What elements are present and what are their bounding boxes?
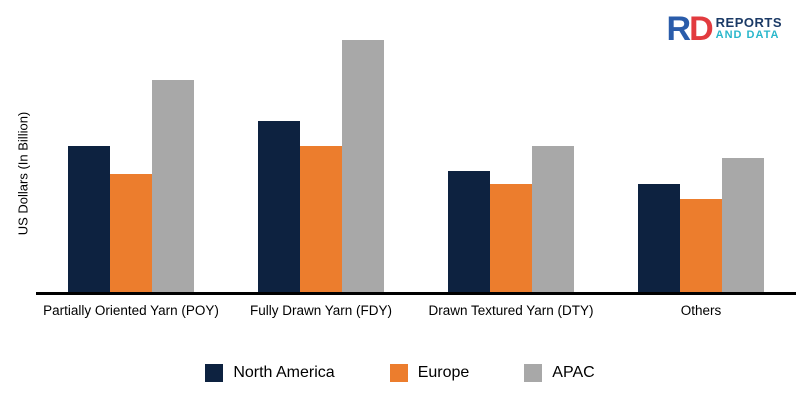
logo-text: REPORTS AND DATA: [716, 16, 782, 41]
bar-europe: [300, 146, 342, 292]
bar-apac: [532, 146, 574, 292]
y-axis-label: US Dollars (In Billion): [15, 111, 31, 235]
bar-north-america: [638, 184, 680, 292]
plot-area: [36, 28, 796, 295]
logo-letter-r: R: [666, 10, 692, 48]
logo-text-reports: REPORTS: [715, 15, 782, 31]
logo-rd-icon: RD: [666, 10, 714, 48]
bar-apac: [342, 40, 384, 292]
legend-label: North America: [233, 364, 335, 381]
plot-wrap: Partially Oriented Yarn (POY) Fully Drawn…: [36, 28, 796, 318]
bar-europe: [490, 184, 532, 292]
x-axis-category-label: Others: [680, 303, 722, 318]
legend-label: APAC: [552, 364, 595, 381]
legend-swatch-icon: [389, 364, 408, 382]
bar-apac: [152, 80, 194, 292]
reports-and-data-logo: RD REPORTS AND DATA: [667, 12, 782, 46]
legend-item-europe: Europe: [389, 364, 470, 382]
legend-swatch-icon: [524, 364, 543, 382]
bar-europe: [680, 199, 722, 292]
bar-apac: [722, 158, 764, 292]
bar-group: [68, 80, 194, 292]
bar-north-america: [258, 121, 300, 292]
legend-item-north-america: North America: [205, 364, 335, 382]
bar-group: [258, 40, 384, 292]
legend-item-apac: APAC: [524, 364, 595, 382]
bar-chart: US Dollars (In Billion) Partially Orient…: [10, 28, 796, 318]
bar-europe: [110, 174, 152, 292]
x-axis-category-label: Drawn Textured Yarn (DTY): [428, 303, 594, 318]
bar-north-america: [448, 171, 490, 292]
bar-group: [448, 146, 574, 292]
chart-legend: North America Europe APAC: [0, 364, 800, 382]
logo-text-and-data: AND DATA: [715, 29, 780, 42]
legend-label: Europe: [417, 364, 470, 381]
bar-group: [638, 158, 764, 292]
x-axis-category-label: Partially Oriented Yarn (POY): [43, 303, 219, 318]
legend-swatch-icon: [205, 364, 224, 382]
logo-letter-d: D: [689, 10, 714, 48]
bar-north-america: [68, 146, 110, 292]
x-axis-category-label: Fully Drawn Yarn (FDY): [249, 303, 393, 318]
x-axis-labels: Partially Oriented Yarn (POY) Fully Drawn…: [36, 295, 796, 318]
